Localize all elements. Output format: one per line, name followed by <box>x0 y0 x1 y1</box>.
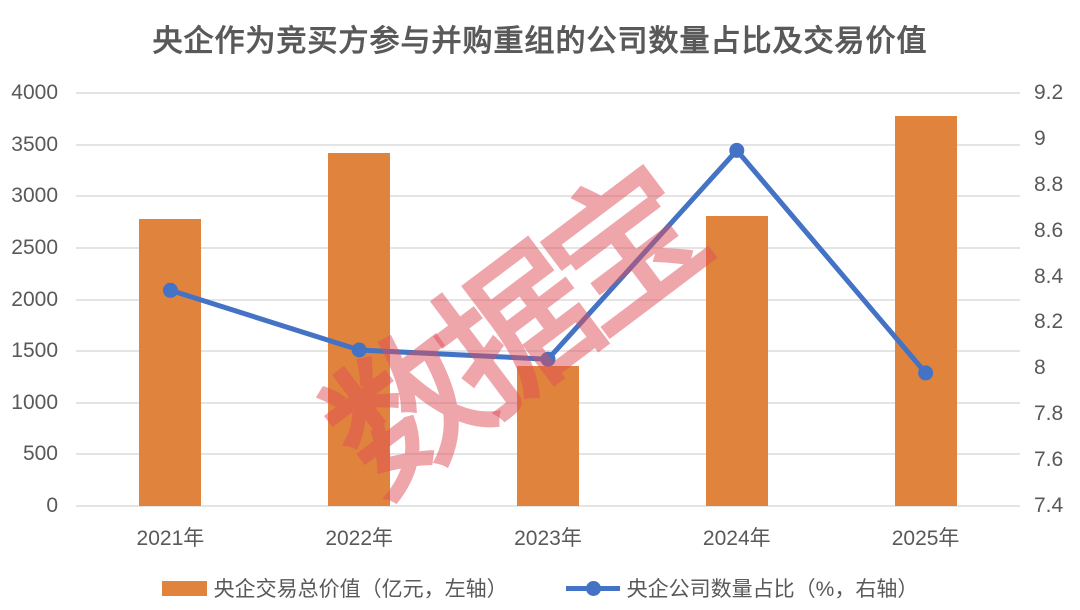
line-marker-2025年 <box>918 365 934 381</box>
right-y-axis: 7.4 7.6 7.8 8 8.2 8.4 8.6 8.8 9 9.2 <box>1034 81 1080 517</box>
line-marker-swatch-icon <box>565 580 620 596</box>
right-axis-tick-label: 8 <box>1034 356 1046 380</box>
legend-label-bar: 央企交易总价值（亿元，左轴） <box>213 578 508 601</box>
plot-area <box>76 92 1020 507</box>
right-axis-tick-label: 7.6 <box>1034 448 1064 472</box>
left-axis-tick-label: 1500 <box>11 339 58 363</box>
left-y-axis: 0 500 1000 1500 2000 2500 3000 3500 4000 <box>0 81 60 517</box>
chart-title: 央企作为竞买方参与并购重组的公司数量占比及交易价值 <box>152 25 928 58</box>
legend-label-line: 央企公司数量占比（%，右轴） <box>626 578 919 601</box>
right-axis-tick-label: 7.8 <box>1034 402 1064 426</box>
x-axis-tick-label: 2021年 <box>136 527 205 550</box>
x-axis-tick-label: 2023年 <box>514 527 582 550</box>
gridline <box>76 298 1020 301</box>
left-axis-tick-label: 4000 <box>11 81 58 104</box>
right-axis-tick-label: 8.6 <box>1034 218 1064 242</box>
left-axis-tick-label: 2000 <box>11 287 58 311</box>
right-axis-tick-label: 8.2 <box>1034 310 1064 334</box>
bar-2025年 <box>894 115 957 506</box>
bar-swatch-icon <box>161 580 207 596</box>
x-axis: 2021年 2022年 2023年 2024年 2025年 <box>76 522 1020 552</box>
bar-2023年 <box>517 365 579 506</box>
left-axis-tick-label: 0 <box>46 494 58 517</box>
legend-item-line: 央企公司数量占比（%，右轴） <box>565 573 919 603</box>
x-axis-tick-label: 2024年 <box>702 527 771 550</box>
left-axis-tick-label: 1000 <box>11 390 58 414</box>
x-axis-tick-label: 2022年 <box>325 527 394 550</box>
line-marker-2024年 <box>729 142 745 158</box>
right-axis-tick-label: 9.2 <box>1034 81 1064 104</box>
left-axis-tick-label: 500 <box>22 442 58 466</box>
left-axis-tick-label: 3000 <box>11 184 58 208</box>
legend: 央企交易总价值（亿元，左轴） 央企公司数量占比（%，右轴） <box>0 574 1080 602</box>
trend-line <box>167 147 929 376</box>
gridline <box>76 143 1020 146</box>
gridline <box>76 195 1020 198</box>
gridline <box>76 246 1020 249</box>
bar-2024年 <box>705 215 768 506</box>
right-axis-tick-label: 7.4 <box>1034 494 1064 517</box>
left-axis-tick-label: 2500 <box>11 235 58 259</box>
line-marker-2022年 <box>351 342 367 358</box>
left-axis-tick-label: 3500 <box>11 132 58 156</box>
gridline <box>76 92 1020 94</box>
bar-2022年 <box>328 152 391 506</box>
line-marker-2023年 <box>540 351 556 367</box>
legend-item-bar: 央企交易总价值（亿元，左轴） <box>161 573 508 603</box>
gridline <box>76 505 1020 507</box>
right-axis-tick-label: 8.4 <box>1034 264 1064 288</box>
bar-2021年 <box>139 218 202 506</box>
right-axis-tick-label: 8.8 <box>1034 172 1064 196</box>
line-series <box>162 142 934 381</box>
gridline <box>76 350 1020 353</box>
x-axis-tick-label: 2025年 <box>891 527 960 550</box>
line-marker-2021年 <box>162 282 178 298</box>
right-axis-tick-label: 9 <box>1034 126 1046 150</box>
